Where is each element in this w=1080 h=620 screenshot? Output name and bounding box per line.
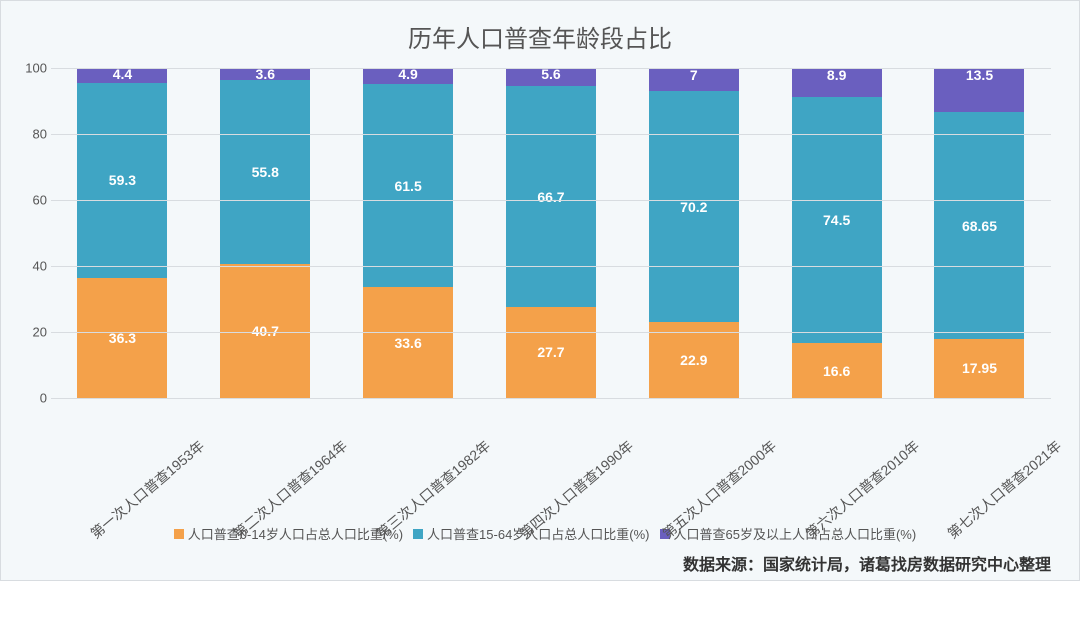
bar-value-label: 70.2: [680, 199, 707, 215]
bar-segment-age_0_14: 36.3: [77, 278, 167, 398]
y-tick-label: 40: [19, 259, 47, 274]
y-tick-label: 0: [19, 391, 47, 406]
bar-value-label: 13.5: [966, 67, 993, 83]
bar-segment-age_15_64: 55.8: [220, 80, 310, 264]
bar-segment-age_0_14: 22.9: [649, 322, 739, 398]
x-tick-label: 第五次人口普查2000年: [658, 470, 804, 620]
x-axis-labels: 第一次人口普查1953年第二次人口普查1964年第三次人口普查1982年第四次人…: [51, 398, 1051, 518]
y-tick-label: 100: [19, 61, 47, 76]
bar-segment-age_65_up: 8.9: [792, 68, 882, 97]
x-tick-label: 第七次人口普查2021年: [944, 470, 1080, 620]
bar-column: 16.6 74.5 8.9: [792, 68, 882, 398]
x-tick-label: 第一次人口普查1953年: [86, 470, 232, 620]
bar-segment-age_0_14: 40.7: [220, 264, 310, 398]
bar-value-label: 7: [690, 67, 698, 83]
bar-column: 27.7 66.7 5.6: [506, 68, 596, 398]
bar-segment-age_0_14: 27.7: [506, 307, 596, 398]
bar-value-label: 33.6: [394, 335, 421, 351]
bar-value-label: 8.9: [827, 67, 846, 83]
gridline: [51, 266, 1051, 267]
bar-value-label: 55.8: [252, 164, 279, 180]
bar-segment-age_0_14: 17.95: [934, 339, 1024, 398]
bar-column: 22.9 70.2 7: [649, 68, 739, 398]
bar-segment-age_15_64: 61.5: [363, 84, 453, 287]
bar-segment-age_15_64: 66.7: [506, 86, 596, 306]
chart-title: 历年人口普查年龄段占比: [21, 11, 1059, 68]
x-tick-label: 第四次人口普查1990年: [515, 470, 661, 620]
bars-group: 36.3 59.3 4.4 40.7 55.8 3.6 33.6 61.5 4.9 27.7 66.…: [51, 68, 1051, 398]
bar-segment-age_0_14: 33.6: [363, 287, 453, 398]
bar-segment-age_15_64: 68.65: [934, 112, 1024, 339]
y-tick-label: 60: [19, 193, 47, 208]
bar-value-label: 68.65: [962, 218, 997, 234]
bar-value-label: 74.5: [823, 212, 850, 228]
bar-segment-age_65_up: 5.6: [506, 68, 596, 86]
bar-value-label: 66.7: [537, 189, 564, 205]
bar-segment-age_65_up: 7: [649, 68, 739, 91]
bar-segment-age_65_up: 13.5: [934, 68, 1024, 113]
bar-segment-age_15_64: 59.3: [77, 83, 167, 279]
bar-value-label: 17.95: [962, 360, 997, 376]
x-tick-label: 第六次人口普查2010年: [801, 470, 947, 620]
bar-value-label: 59.3: [109, 172, 136, 188]
gridline: [51, 332, 1051, 333]
x-tick-label: 第三次人口普查1982年: [372, 470, 518, 620]
bar-column: 33.6 61.5 4.9: [363, 68, 453, 398]
bar-value-label: 27.7: [537, 344, 564, 360]
chart-container: 历年人口普查年龄段占比 36.3 59.3 4.4 40.7 55.8 3.6 33.6 61…: [0, 0, 1080, 581]
bar-value-label: 61.5: [394, 178, 421, 194]
bar-column: 36.3 59.3 4.4: [77, 68, 167, 398]
y-tick-label: 80: [19, 127, 47, 142]
bar-segment-age_65_up: 4.9: [363, 68, 453, 84]
bar-segment-age_15_64: 70.2: [649, 91, 739, 323]
y-tick-label: 20: [19, 325, 47, 340]
bar-value-label: 16.6: [823, 363, 850, 379]
bar-segment-age_0_14: 16.6: [792, 343, 882, 398]
gridline: [51, 68, 1051, 69]
x-tick-label: 第二次人口普查1964年: [229, 470, 375, 620]
bar-column: 40.7 55.8 3.6: [220, 68, 310, 398]
bar-segment-age_65_up: 4.4: [77, 68, 167, 83]
bar-value-label: 40.7: [252, 323, 279, 339]
bar-segment-age_65_up: 3.6: [220, 68, 310, 80]
plot-area: 36.3 59.3 4.4 40.7 55.8 3.6 33.6 61.5 4.9 27.7 66.…: [51, 68, 1051, 398]
gridline: [51, 134, 1051, 135]
bar-value-label: 22.9: [680, 352, 707, 368]
bar-column: 17.95 68.65 13.5: [934, 68, 1024, 398]
gridline: [51, 200, 1051, 201]
